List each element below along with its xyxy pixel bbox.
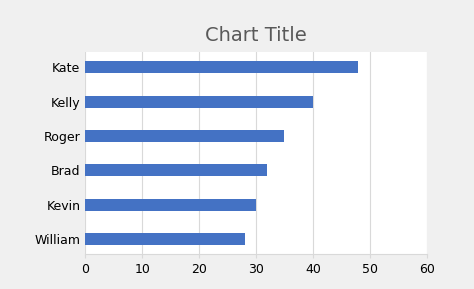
Bar	[85, 164, 267, 176]
Bar	[85, 199, 256, 211]
Bar	[85, 233, 245, 245]
Bar	[85, 61, 358, 73]
Title: Chart Title: Chart Title	[205, 26, 307, 45]
Bar	[85, 96, 313, 108]
Bar	[85, 130, 284, 142]
